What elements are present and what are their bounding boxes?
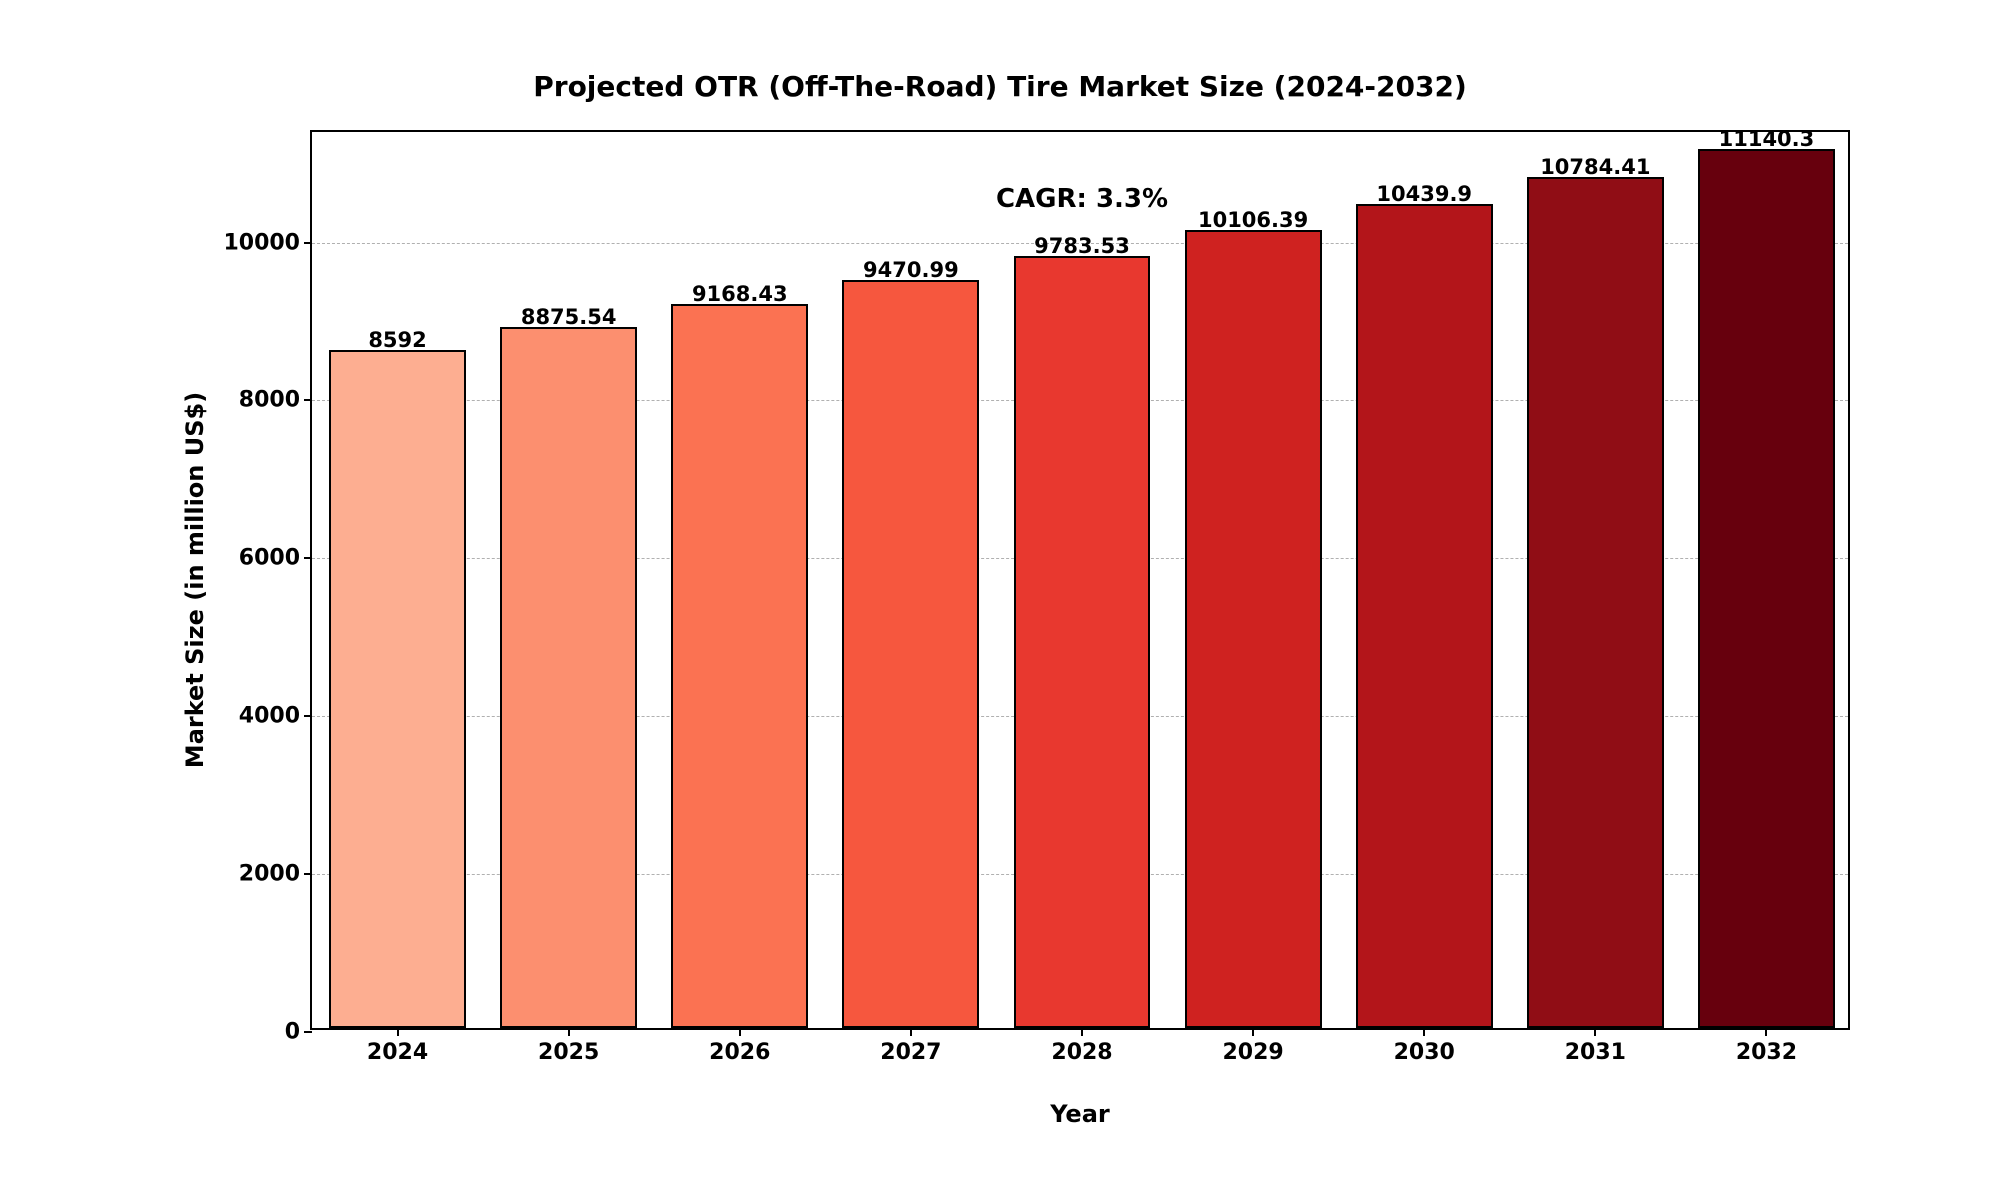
- bar-value-label: 10439.9: [1376, 182, 1472, 206]
- x-tick-mark: [739, 1028, 741, 1036]
- bar: [1014, 256, 1151, 1028]
- x-axis-label: Year: [1050, 1100, 1109, 1128]
- bar-value-label: 9783.53: [1034, 234, 1130, 258]
- bar: [842, 280, 979, 1028]
- y-tick-mark: [304, 1031, 312, 1033]
- bar-value-label: 10784.41: [1540, 155, 1650, 179]
- bar-value-label: 9470.99: [863, 258, 959, 282]
- x-tick-mark: [397, 1028, 399, 1036]
- y-tick-mark: [304, 242, 312, 244]
- bar: [329, 350, 466, 1028]
- y-tick-mark: [304, 873, 312, 875]
- x-tick-mark: [1423, 1028, 1425, 1036]
- x-tick-mark: [1765, 1028, 1767, 1036]
- y-tick-mark: [304, 715, 312, 717]
- bar: [500, 327, 637, 1028]
- x-tick-mark: [910, 1028, 912, 1036]
- y-tick-label: 6000: [239, 546, 312, 571]
- bar: [1527, 177, 1664, 1028]
- bar: [671, 304, 808, 1028]
- y-tick-label: 2000: [239, 862, 312, 887]
- y-tick-label: 10000: [223, 230, 312, 255]
- y-tick-label: 8000: [239, 388, 312, 413]
- bar: [1698, 149, 1835, 1028]
- bar-value-label: 8592: [368, 328, 426, 352]
- x-tick-mark: [1594, 1028, 1596, 1036]
- x-tick-mark: [1081, 1028, 1083, 1036]
- plot-area: 0200040006000800010000859220248875.54202…: [310, 130, 1850, 1030]
- chart-title: Projected OTR (Off-The-Road) Tire Market…: [140, 70, 1860, 103]
- x-tick-mark: [568, 1028, 570, 1036]
- x-tick-mark: [1252, 1028, 1254, 1036]
- y-axis-label: Market Size (in million US$): [181, 392, 209, 768]
- bar: [1185, 230, 1322, 1028]
- y-tick-mark: [304, 557, 312, 559]
- chart-container: Projected OTR (Off-The-Road) Tire Market…: [140, 60, 1860, 1140]
- bar-value-label: 8875.54: [521, 305, 617, 329]
- bar-value-label: 9168.43: [692, 282, 788, 306]
- y-tick-label: 4000: [239, 704, 312, 729]
- y-tick-mark: [304, 399, 312, 401]
- bar-value-label: 11140.3: [1719, 127, 1815, 151]
- bar: [1356, 204, 1493, 1028]
- cagr-annotation: CAGR: 3.3%: [996, 184, 1168, 214]
- bar-value-label: 10106.39: [1198, 208, 1308, 232]
